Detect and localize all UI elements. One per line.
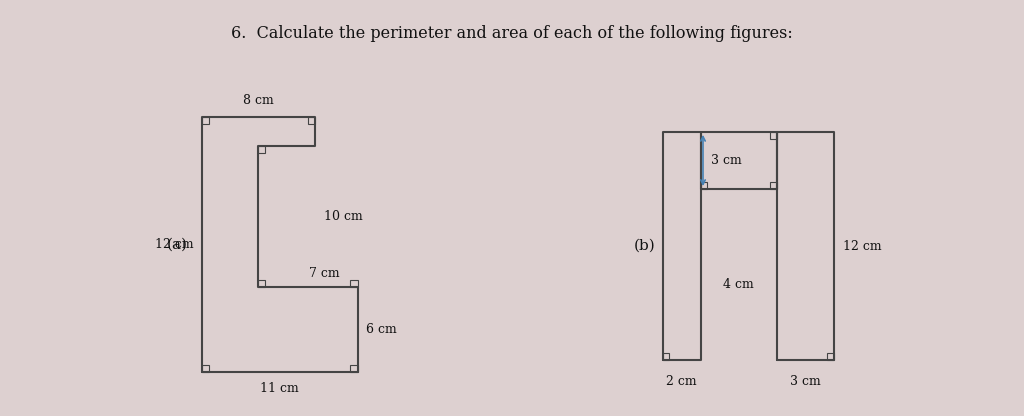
- Text: 6.  Calculate the perimeter and area of each of the following figures:: 6. Calculate the perimeter and area of e…: [231, 25, 793, 42]
- Text: (a): (a): [166, 238, 187, 252]
- Text: 7 cm: 7 cm: [309, 267, 340, 280]
- Text: (b): (b): [634, 239, 656, 253]
- Text: 2 cm: 2 cm: [667, 375, 697, 389]
- Text: 12 cm: 12 cm: [155, 238, 194, 251]
- Text: 10 cm: 10 cm: [324, 210, 362, 223]
- Text: 8 cm: 8 cm: [243, 94, 273, 107]
- Text: 3 cm: 3 cm: [790, 375, 820, 389]
- Text: 11 cm: 11 cm: [260, 382, 299, 395]
- Text: 12 cm: 12 cm: [844, 240, 882, 253]
- Text: 4 cm: 4 cm: [723, 277, 754, 290]
- Text: 3 cm: 3 cm: [711, 154, 742, 167]
- Text: 6 cm: 6 cm: [366, 323, 396, 336]
